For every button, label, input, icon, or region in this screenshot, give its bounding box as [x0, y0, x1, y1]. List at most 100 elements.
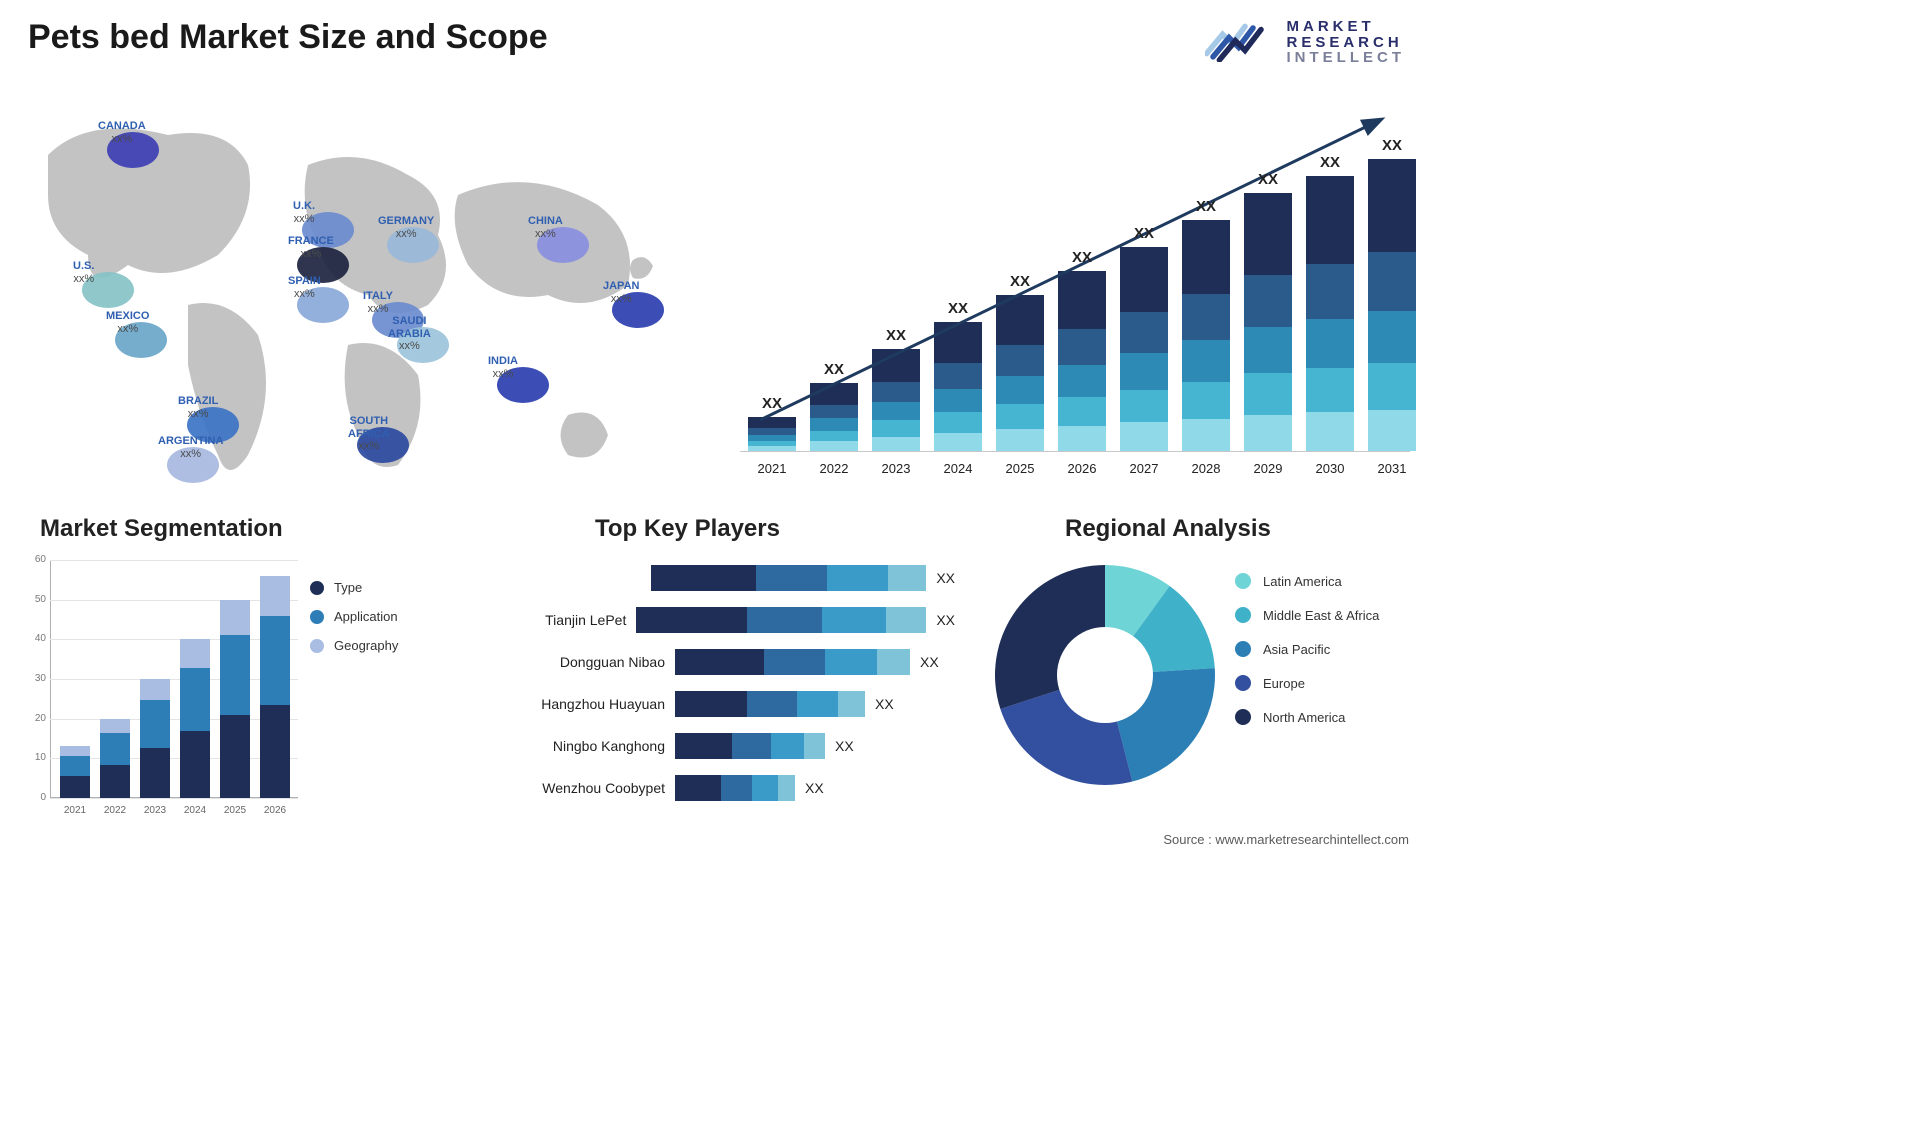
forecast-year-label: 2026 — [1058, 461, 1106, 476]
forecast-year-label: 2021 — [748, 461, 796, 476]
players-chart: XXTianjin LePetXXDongguan NibaoXXHangzho… — [515, 560, 955, 812]
regional-legend-item: Asia Pacific — [1235, 641, 1379, 657]
seg-bar-2021 — [60, 746, 90, 798]
seg-ylabel: 50 — [28, 594, 46, 605]
forecast-year-label: 2023 — [872, 461, 920, 476]
seg-bar-2025 — [220, 600, 250, 798]
map-label-argentina: ARGENTINAxx% — [158, 435, 223, 460]
seg-legend-item: Type — [310, 580, 398, 595]
forecast-year-label: 2030 — [1306, 461, 1354, 476]
seg-bar-2023 — [140, 679, 170, 798]
player-value: XX — [875, 696, 894, 712]
player-bar — [675, 775, 795, 801]
seg-year-label: 2026 — [260, 805, 290, 816]
seg-ylabel: 40 — [28, 633, 46, 644]
player-row: Ningbo Kanghong XX — [515, 728, 955, 764]
regional-title: Regional Analysis — [1065, 515, 1271, 543]
seg-year-label: 2023 — [140, 805, 170, 816]
regional-legend-item: Latin America — [1235, 573, 1379, 589]
player-bar — [675, 691, 865, 717]
seg-year-label: 2022 — [100, 805, 130, 816]
map-label-japan: JAPANxx% — [603, 280, 639, 305]
forecast-bar-2024 — [934, 322, 982, 451]
map-label-france: FRANCExx% — [288, 235, 334, 260]
map-label-germany: GERMANYxx% — [378, 215, 434, 240]
map-label-saudiarabia: SAUDIARABIAxx% — [388, 315, 431, 353]
regional-legend-item: Europe — [1235, 675, 1379, 691]
seg-legend-item: Geography — [310, 638, 398, 653]
seg-year-label: 2025 — [220, 805, 250, 816]
forecast-bar-2025 — [996, 295, 1044, 451]
player-label: Tianjin LePet — [515, 612, 636, 628]
forecast-bar-2027 — [1120, 247, 1168, 451]
forecast-bar-2029 — [1244, 193, 1292, 451]
map-label-us: U.S.xx% — [73, 260, 94, 285]
seg-year-label: 2024 — [180, 805, 210, 816]
forecast-year-label: 2029 — [1244, 461, 1292, 476]
map-label-spain: SPAINxx% — [288, 275, 321, 300]
forecast-bar-2023 — [872, 349, 920, 451]
segmentation-chart: 0102030405060202120222023202420252026 — [28, 560, 298, 820]
player-row: Wenzhou Coobypet XX — [515, 770, 955, 806]
player-label: Wenzhou Coobypet — [515, 780, 675, 796]
forecast-bar-2021 — [748, 417, 796, 451]
forecast-value-label: XX — [810, 361, 858, 378]
forecast-year-label: 2022 — [810, 461, 858, 476]
forecast-value-label: XX — [1058, 249, 1106, 266]
seg-ylabel: 20 — [28, 713, 46, 724]
forecast-value-label: XX — [1368, 137, 1416, 154]
player-value: XX — [936, 612, 955, 628]
forecast-bar-2022 — [810, 383, 858, 451]
map-label-india: INDIAxx% — [488, 355, 518, 380]
player-value: XX — [805, 780, 824, 796]
seg-bar-2022 — [100, 719, 130, 798]
map-label-china: CHINAxx% — [528, 215, 563, 240]
seg-ylabel: 10 — [28, 752, 46, 763]
source-credit: Source : www.marketresearchintellect.com — [1163, 832, 1409, 847]
forecast-bar-2028 — [1182, 220, 1230, 451]
brand-logo: MARKET RESEARCH INTELLECT — [1205, 18, 1406, 67]
forecast-year-label: 2025 — [996, 461, 1044, 476]
map-label-sauthafrica: SOUTHAFRICAxx% — [348, 415, 390, 453]
map-label-brazil: BRAZILxx% — [178, 395, 218, 420]
forecast-barchart: XX 2021 XX 2022 XX 2023 XX 2024 XX 2025 XX 2026 XX 20… — [740, 100, 1410, 480]
logo-icon — [1205, 18, 1277, 67]
map-label-mexico: MEXICOxx% — [106, 310, 149, 335]
world-map: CANADAxx% U.S.xx% MEXICOxx% BRAZILxx% ARGENT… — [28, 95, 708, 495]
regional-legend-item: Middle East & Africa — [1235, 607, 1379, 623]
player-label: Ningbo Kanghong — [515, 738, 675, 754]
forecast-bar-2031 — [1368, 159, 1416, 451]
player-row: Tianjin LePet XX — [515, 602, 955, 638]
forecast-bar-2026 — [1058, 271, 1106, 451]
player-bar — [651, 565, 926, 591]
map-label-canada: CANADAxx% — [98, 120, 146, 145]
seg-year-label: 2021 — [60, 805, 90, 816]
forecast-year-label: 2028 — [1182, 461, 1230, 476]
forecast-value-label: XX — [1244, 171, 1292, 188]
forecast-year-label: 2024 — [934, 461, 982, 476]
player-row: XX — [515, 560, 955, 596]
map-label-uk: U.K.xx% — [293, 200, 315, 225]
forecast-bar-2030 — [1306, 176, 1354, 451]
segmentation-title: Market Segmentation — [40, 515, 283, 543]
player-value: XX — [936, 570, 955, 586]
logo-text: MARKET RESEARCH INTELLECT — [1287, 19, 1406, 66]
seg-ylabel: 60 — [28, 554, 46, 565]
player-value: XX — [835, 738, 854, 754]
player-label: Dongguan Nibao — [515, 654, 675, 670]
player-row: Dongguan Nibao XX — [515, 644, 955, 680]
page-title: Pets bed Market Size and Scope — [28, 18, 548, 57]
seg-ylabel: 30 — [28, 673, 46, 684]
forecast-value-label: XX — [1306, 154, 1354, 171]
player-value: XX — [920, 654, 939, 670]
forecast-value-label: XX — [748, 395, 796, 412]
player-row: Hangzhou HuayuanXX — [515, 686, 955, 722]
forecast-value-label: XX — [1182, 198, 1230, 215]
forecast-value-label: XX — [934, 300, 982, 317]
seg-ylabel: 0 — [28, 792, 46, 803]
seg-legend-item: Application — [310, 609, 398, 624]
seg-bar-2024 — [180, 639, 210, 798]
regional-legend: Latin America Middle East & Africa Asia Pa… — [1235, 573, 1379, 743]
forecast-value-label: XX — [872, 327, 920, 344]
player-bar — [675, 733, 825, 759]
